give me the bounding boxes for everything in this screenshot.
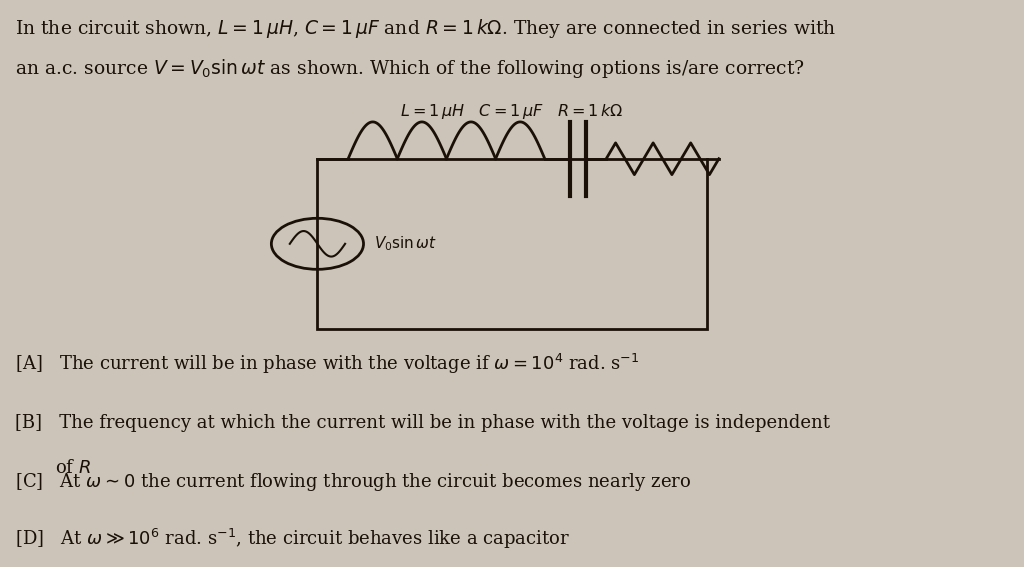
Text: $L = 1\,\mu H$   $C = 1\,\mu F$   $R = 1\,k\Omega$: $L = 1\,\mu H$ $C = 1\,\mu F$ $R = 1\,k\…: [400, 102, 624, 121]
Text: of $R$: of $R$: [15, 459, 91, 477]
Text: [A]   The current will be in phase with the voltage if $\omega = 10^4$ rad. s$^{: [A] The current will be in phase with th…: [15, 352, 640, 376]
Text: [D]   At $\omega \gg 10^6$ rad. s$^{-1}$, the circuit behaves like a capacitor: [D] At $\omega \gg 10^6$ rad. s$^{-1}$, …: [15, 527, 570, 552]
Text: In the circuit shown, $L = 1\,\mu H$, $C = 1\,\mu F$ and $R = 1\,k\Omega$. They : In the circuit shown, $L = 1\,\mu H$, $C…: [15, 17, 837, 40]
Text: [C]   At $\omega \sim 0$ the current flowing through the circuit becomes nearly : [C] At $\omega \sim 0$ the current flowi…: [15, 471, 691, 493]
Bar: [317, 159, 707, 329]
Text: $V_0 \sin \omega t$: $V_0 \sin \omega t$: [374, 235, 437, 253]
Text: [B]   The frequency at which the current will be in phase with the voltage is in: [B] The frequency at which the current w…: [15, 414, 830, 432]
Text: an a.c. source $V = V_0 \sin \omega t$ as shown. Which of the following options : an a.c. source $V = V_0 \sin \omega t$ a…: [15, 57, 805, 80]
